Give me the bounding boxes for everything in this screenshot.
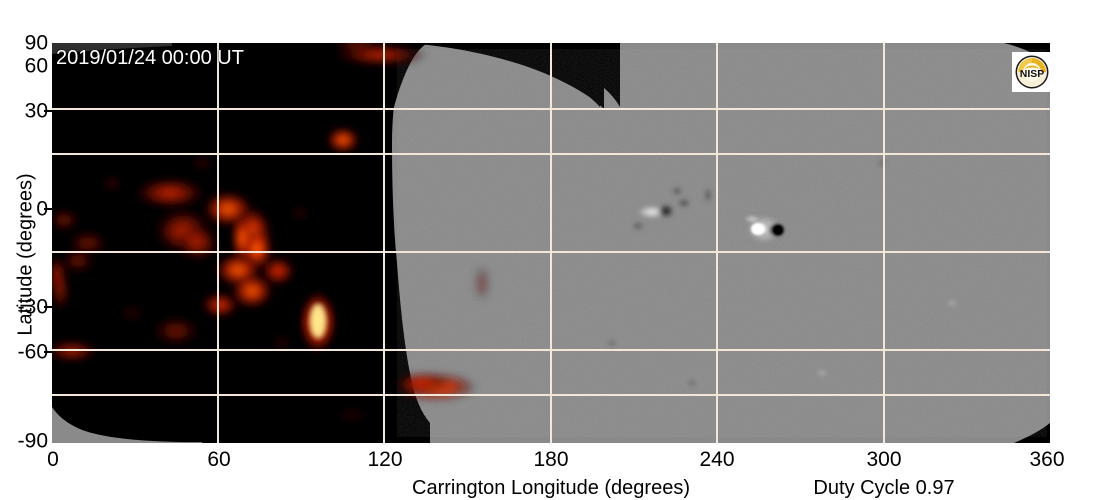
gridline-lat-m60 bbox=[52, 394, 1050, 396]
gridline-lat-m30 bbox=[52, 349, 1050, 351]
ytick-mark-0 bbox=[44, 208, 52, 210]
gridline-lon-180 bbox=[550, 43, 552, 443]
north-pole-gray-sliver bbox=[52, 43, 172, 54]
gridline-lon-240 bbox=[716, 43, 718, 443]
ytick-m30-label: -30 bbox=[17, 295, 48, 319]
xtick-60: 60 bbox=[207, 448, 231, 471]
ytick-30-label: 30 bbox=[24, 99, 48, 123]
south-pole-gray-wedge bbox=[52, 407, 202, 443]
xtick-0: 0 bbox=[47, 448, 59, 471]
gridline-lon-300 bbox=[883, 43, 885, 443]
active-region-a bbox=[631, 186, 713, 231]
gridline-lat-0 bbox=[52, 251, 1050, 253]
y-axis-title: Latitude (degrees) bbox=[14, 173, 37, 336]
ytick-mark-30 bbox=[44, 110, 52, 112]
chromosphere-feature-layer bbox=[52, 43, 490, 423]
xtick-360: 360 bbox=[1029, 448, 1065, 471]
nisp-logo: NISP bbox=[1012, 52, 1052, 92]
nisp-sun-emblem: NISP bbox=[1015, 55, 1049, 89]
ytick-90-label: 90 bbox=[24, 31, 48, 55]
gridline-lat-30 bbox=[52, 153, 1050, 155]
observation-timestamp: 2019/01/24 00:00 UT bbox=[56, 47, 244, 69]
gridline-lon-60 bbox=[217, 43, 219, 443]
gridline-lat-60 bbox=[52, 108, 1050, 110]
ytick-mark-m30 bbox=[44, 306, 52, 308]
xtick-180: 180 bbox=[533, 448, 569, 471]
xtick-240: 240 bbox=[699, 448, 735, 471]
gridline-lon-120 bbox=[383, 43, 385, 443]
active-region-layer bbox=[607, 159, 958, 387]
ytick-mark-m60 bbox=[44, 351, 52, 353]
ytick-m90-label: -90 bbox=[17, 429, 48, 453]
synoptic-map-plot bbox=[52, 43, 1050, 443]
xtick-120: 120 bbox=[367, 448, 403, 471]
ytick-m60-label: -60 bbox=[17, 340, 48, 364]
duty-cycle-label: Duty Cycle 0.97 bbox=[813, 477, 955, 499]
x-axis-title: Carrington Longitude (degrees) bbox=[412, 477, 690, 499]
xtick-300: 300 bbox=[866, 448, 902, 471]
ytick-60-label: 60 bbox=[24, 54, 48, 78]
ytick-0-label: 0 bbox=[36, 197, 48, 221]
nisp-logo-text: NISP bbox=[1020, 68, 1045, 80]
active-region-b bbox=[743, 213, 787, 245]
